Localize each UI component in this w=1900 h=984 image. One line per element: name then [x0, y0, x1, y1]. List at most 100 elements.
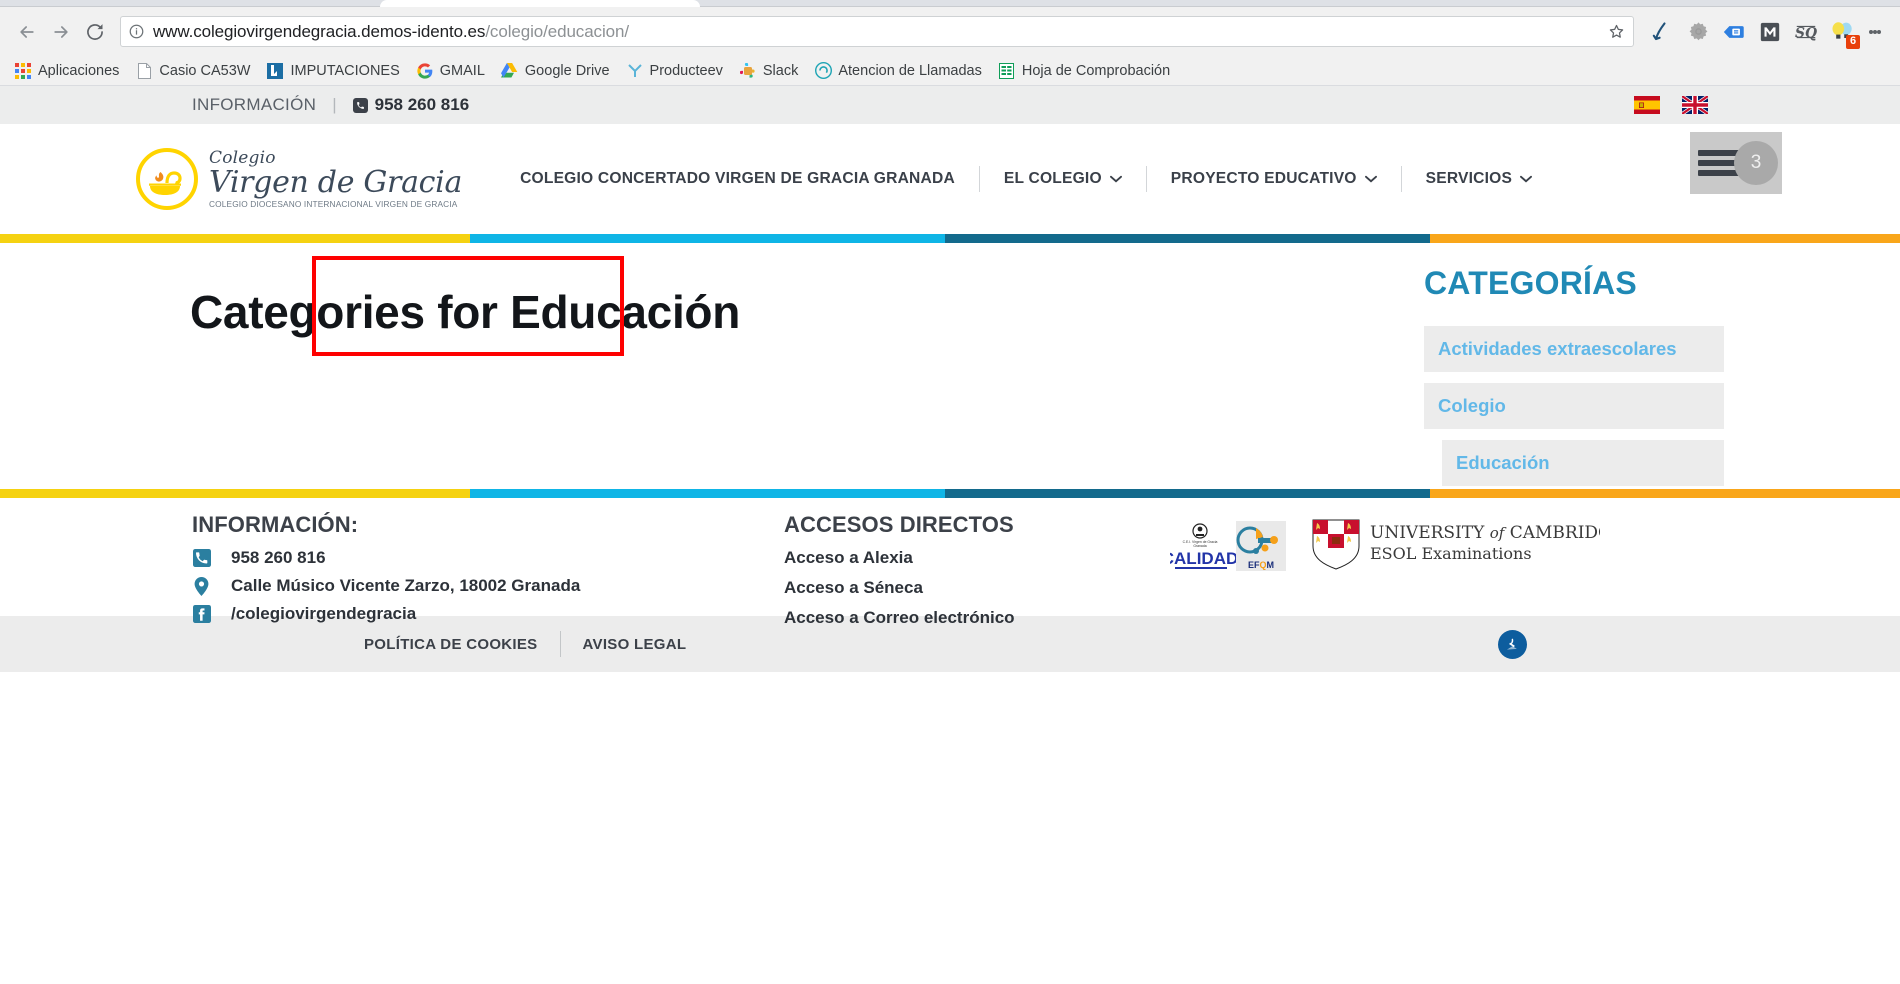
bookmark-imputaciones[interactable]: IMPUTACIONES — [258, 59, 407, 83]
site-bottom-bar: POLÍTICA DE COOKIES AVISO LEGAL — [0, 616, 1900, 672]
bookmark-gmail[interactable]: GMAIL — [408, 59, 493, 83]
bookmark-hoja-comprobacion[interactable]: Hoja de Comprobación — [990, 59, 1178, 83]
site-top-bar: INFORMACIÓN | 958 260 816 — [0, 86, 1900, 124]
pocket-extension-icon[interactable] — [1644, 14, 1680, 50]
imputaciones-icon — [266, 62, 284, 80]
footer-link-alexia[interactable]: Acceso a Alexia — [784, 548, 913, 567]
bookmark-label: Slack — [762, 62, 799, 79]
svg-text:ESOL Examinations: ESOL Examinations — [1370, 544, 1532, 563]
facebook-icon — [192, 605, 211, 624]
top-bar-informacion-link[interactable]: INFORMACIÓN — [192, 95, 317, 114]
flag-spain[interactable] — [1634, 96, 1660, 114]
footer-info-heading: INFORMACIÓN: — [192, 512, 359, 537]
stripe-segment-teal — [945, 234, 1430, 243]
cart-count-badge[interactable]: 3 — [1734, 141, 1778, 185]
logo-line-1: Colegio — [209, 147, 276, 168]
nav-item-proyecto-educativo[interactable]: PROYECTO EDUCATIVO — [1169, 170, 1379, 188]
stripe-segment-orange — [1430, 234, 1900, 243]
sidebar-heading: CATEGORÍAS — [1424, 265, 1637, 301]
mobile-menu-area: 3 — [1690, 132, 1782, 194]
footer-facebook-row[interactable]: /colegiovirgendegracia — [192, 604, 692, 624]
bookmark-casio[interactable]: Casio CA53W — [127, 59, 258, 83]
stripe-segment-teal — [945, 489, 1430, 498]
nav-label: PROYECTO EDUCATIVO — [1170, 170, 1357, 187]
nav-item-colegio-concertado[interactable]: COLEGIO CONCERTADO VIRGEN DE GRACIA GRAN… — [518, 170, 957, 188]
nav-item-servicios[interactable]: SERVICIOS — [1424, 170, 1534, 188]
lamp-flame-logo-icon — [136, 148, 198, 210]
footer-shortcuts-heading: ACCESOS DIRECTOS — [784, 512, 1014, 537]
mailbox-extension-icon[interactable] — [1752, 14, 1788, 50]
color-stripe-top — [0, 234, 1900, 243]
url-text: www.colegiovirgendegracia.demos-idento.e… — [153, 17, 1602, 46]
bookmark-label: GMAIL — [439, 62, 485, 79]
bookmark-aplicaciones[interactable]: Aplicaciones — [6, 59, 127, 83]
seo-extension-icon[interactable]: SQ — [1788, 14, 1824, 50]
footer-link-correo[interactable]: Acceso a Correo electrónico — [784, 608, 1015, 627]
web-page: INFORMACIÓN | 958 260 816 — [0, 86, 1900, 672]
calidad-efqm-logo: C.E.I. Virgen de Gracia Granada CALIDAD … — [1162, 518, 1290, 579]
google-g-icon — [416, 62, 434, 80]
bookmark-producteev[interactable]: Producteev — [618, 59, 731, 83]
flag-uk[interactable] — [1680, 94, 1710, 116]
apps-grid-icon — [14, 62, 32, 80]
phone-icon — [352, 97, 368, 113]
footer-link-seneca[interactable]: Acceso a Séneca — [784, 578, 923, 597]
url-path: /colegio/educacion/ — [485, 22, 629, 41]
bookmark-star-icon[interactable] — [1602, 23, 1625, 40]
idento-logo-icon[interactable] — [1498, 629, 1527, 659]
svg-text:SQ: SQ — [1795, 25, 1817, 41]
kebab-menu-icon[interactable] — [1860, 14, 1890, 50]
logo-line-2: Virgen de Gracia — [209, 164, 463, 200]
chevron-down-icon — [1520, 175, 1533, 183]
url-domain: www.colegiovirgendegracia.demos-idento.e… — [153, 22, 486, 41]
language-switcher — [1634, 94, 1710, 116]
footer-info-column: INFORMACIÓN: 958 260 816 Calle Músico Vi… — [192, 512, 692, 638]
stripe-segment-orange — [1430, 489, 1900, 498]
cambridge-esol-logo: UNIVERSITY of CAMBRIDGE ESOL Examination… — [1310, 518, 1624, 575]
hamburger-menu-icon[interactable] — [1698, 148, 1740, 178]
sidebar-item-actividades-extraescolares[interactable]: Actividades extraescolares — [1424, 326, 1724, 372]
bookmark-slack[interactable]: Slack — [731, 59, 806, 83]
bookmark-label: Hoja de Comprobación — [1021, 62, 1171, 79]
footer-link-aviso-legal[interactable]: AVISO LEGAL — [582, 635, 687, 653]
sidebar-item-educacion[interactable]: Educación — [1442, 440, 1724, 486]
extensions-area: SQ 6 — [1644, 14, 1890, 50]
tag-extension-icon[interactable] — [1716, 14, 1752, 50]
bookmark-atencion-llamadas[interactable]: Atencion de Llamadas — [806, 59, 990, 83]
sidebar-item-label: Educación — [1456, 452, 1550, 473]
back-arrow-icon[interactable] — [10, 15, 44, 49]
page-title: Categories for Educación — [190, 286, 741, 338]
address-bar[interactable]: www.colegiovirgendegracia.demos-idento.e… — [120, 16, 1634, 47]
bookmark-google-drive[interactable]: Google Drive — [493, 59, 618, 83]
extension-badge-count: 6 — [1846, 34, 1860, 49]
site-footer: INFORMACIÓN: 958 260 816 Calle Músico Vi… — [0, 498, 1900, 627]
bottom-bar-divider — [559, 631, 561, 657]
google-sheets-icon — [998, 62, 1016, 80]
stripe-segment-yellow — [0, 234, 470, 243]
browser-toolbar: www.colegiovirgendegracia.demos-idento.e… — [0, 7, 1900, 56]
footer-address-text: Calle Músico Vicente Zarzo, 18002 Granad… — [231, 576, 581, 595]
top-bar-phone[interactable]: 958 260 816 — [352, 95, 469, 115]
lightbulb-extension-icon[interactable]: 6 — [1824, 14, 1860, 50]
nav-item-el-colegio[interactable]: EL COLEGIO — [1002, 170, 1124, 188]
footer-phone-row[interactable]: 958 260 816 — [192, 548, 692, 568]
stripe-segment-lightblue — [470, 489, 945, 498]
svg-text:UNIVERSITY of CAMBRIDGE: UNIVERSITY of CAMBRIDGE — [1370, 523, 1600, 543]
browser-chrome: www.colegiovirgendegracia.demos-idento.e… — [0, 0, 1900, 86]
color-stripe-footer — [0, 489, 1900, 498]
forward-arrow-icon[interactable] — [44, 15, 78, 49]
atencion-icon — [814, 62, 832, 80]
bookmark-label: IMPUTACIONES — [290, 62, 400, 79]
site-info-icon[interactable] — [129, 24, 144, 39]
active-tab[interactable] — [380, 0, 700, 7]
footer-logos: C.E.I. Virgen de Gracia Granada CALIDAD … — [1162, 518, 1624, 579]
sidebar-item-label: Colegio — [1438, 395, 1506, 416]
svg-text:EFQM: EFQM — [1248, 560, 1274, 570]
sidebar-item-colegio[interactable]: Colegio — [1424, 383, 1724, 429]
site-logo[interactable]: Colegio Virgen de Gracia COLEGIO DIOCESA… — [136, 148, 462, 210]
gear-extension-icon[interactable] — [1680, 14, 1716, 50]
reload-icon[interactable] — [78, 15, 112, 49]
phone-icon — [192, 549, 211, 568]
footer-link-politica-cookies[interactable]: POLÍTICA DE COOKIES — [364, 635, 538, 653]
svg-text:C.E.I. Virgen de Gracia: C.E.I. Virgen de Gracia — [1183, 540, 1218, 544]
